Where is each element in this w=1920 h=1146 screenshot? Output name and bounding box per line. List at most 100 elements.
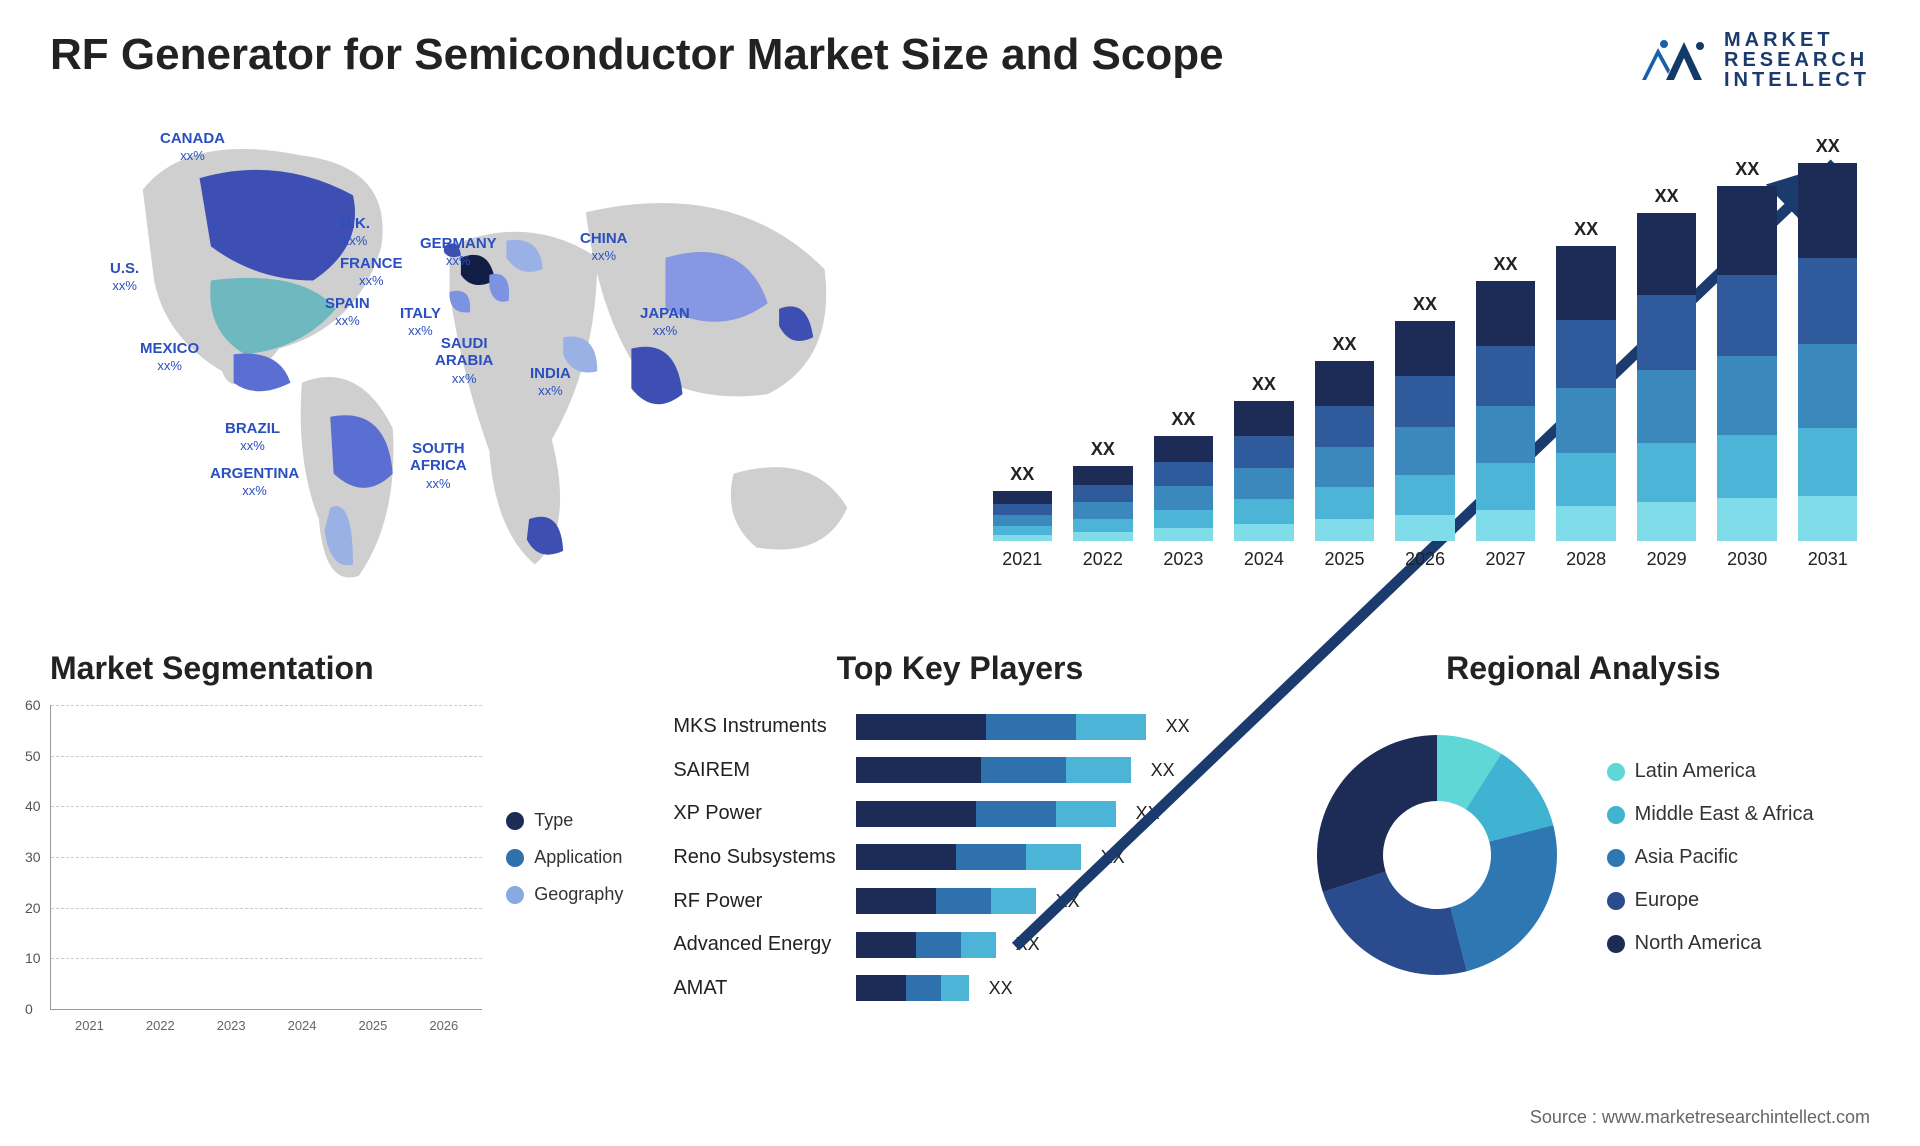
regional-legend-item: North America [1607, 932, 1814, 955]
map-label: U.K.xx% [340, 215, 370, 250]
map-label: INDIAxx% [530, 365, 571, 400]
page-title: RF Generator for Semiconductor Market Si… [50, 30, 1224, 80]
forecast-bar: XX2028 [1550, 219, 1623, 570]
regional-legend-item: Asia Pacific [1607, 846, 1814, 869]
logo-line2: RESEARCH [1724, 50, 1870, 70]
forecast-bar: XX 2026 [1389, 294, 1462, 570]
key-player-name: AMAT [673, 977, 835, 1000]
forecast-chart-panel: XX2021XX2022XX2023XX2024XX2025XX2026XX20… [980, 110, 1870, 610]
regional-title: Regional Analysis [1297, 650, 1870, 687]
segmentation-legend-item: Geography [506, 884, 623, 905]
forecast-bar-value: XX [1010, 464, 1034, 485]
regional-legend-item: Latin America [1607, 760, 1814, 783]
seg-ytick: 40 [25, 798, 41, 814]
regional-legend: Latin America Middle East & Africa Asia Pa… [1607, 760, 1814, 955]
brand-logo: MARKET RESEARCH INTELLECT [1636, 30, 1870, 90]
logo-icon [1636, 30, 1712, 90]
seg-ytick: 60 [25, 697, 41, 713]
forecast-bar-year: 2031 [1808, 549, 1848, 570]
segmentation-title: Market Segmentation [50, 650, 623, 687]
regional-panel: Regional Analysis Latin America Middle Ea… [1297, 650, 1870, 1010]
key-players-names: MKS InstrumentsSAIREMXP PowerReno Subsys… [673, 705, 835, 1010]
key-player-bar: XX [856, 975, 1247, 1001]
key-player-name: RF Power [673, 890, 835, 913]
map-label: BRAZILxx% [225, 420, 280, 455]
forecast-bar: XX 2024 [1228, 374, 1301, 570]
map-label: GERMANYxx% [420, 235, 497, 270]
map-label: CHINAxx% [580, 230, 628, 265]
segmentation-chart: 1020304050600202120222023202420252026 [50, 705, 482, 1010]
forecast-bar-year: 2023 [1163, 549, 1203, 570]
segmentation-year: 2022 [146, 1018, 175, 1033]
key-player-name: Advanced Energy [673, 933, 835, 956]
segmentation-legend: Type Application Geography [506, 705, 623, 1010]
segmentation-year: 2025 [358, 1018, 387, 1033]
forecast-bar: XX 2022 [1067, 439, 1140, 570]
forecast-bar-value: XX [1655, 186, 1679, 207]
segmentation-year: 2023 [217, 1018, 246, 1033]
forecast-bar-year: 2027 [1486, 549, 1526, 570]
forecast-bar-value: XX [1091, 439, 1115, 460]
key-player-bar: XX [856, 757, 1247, 783]
segmentation-legend-item: Type [506, 810, 623, 831]
map-label: SPAINxx% [325, 295, 370, 330]
map-label: MEXICOxx% [140, 340, 199, 375]
map-label: U.S.xx% [110, 260, 139, 295]
forecast-bar: XX 2030 [1711, 159, 1784, 570]
forecast-bar-year: 2024 [1244, 549, 1284, 570]
key-player-bar: XX [856, 714, 1247, 740]
forecast-bar-value: XX [1171, 409, 1195, 430]
seg-ytick: 30 [25, 849, 41, 865]
seg-ytick: 20 [25, 900, 41, 916]
regional-legend-item: Europe [1607, 889, 1814, 912]
source-text: Source : www.marketresearchintellect.com [1530, 1107, 1870, 1128]
map-label: SOUTHAFRICAxx% [410, 440, 467, 492]
logo-line1: MARKET [1724, 30, 1870, 50]
seg-ytick: 10 [25, 950, 41, 966]
segmentation-year: 2026 [429, 1018, 458, 1033]
key-player-bar: XX [856, 932, 1247, 958]
key-player-value: XX [1136, 803, 1160, 824]
key-player-name: SAIREM [673, 759, 835, 782]
key-players-panel: Top Key Players MKS InstrumentsSAIREMXP … [673, 650, 1246, 1010]
forecast-bar-value: XX [1332, 334, 1356, 355]
forecast-bar-value: XX [1735, 159, 1759, 180]
logo-line3: INTELLECT [1724, 70, 1870, 90]
forecast-bar: XX 2025 [1308, 334, 1381, 570]
forecast-bar: XX 2027 [1469, 254, 1542, 570]
map-label: ARGENTINAxx% [210, 465, 299, 500]
regional-donut [1297, 715, 1577, 1000]
segmentation-panel: Market Segmentation 10203040506002021202… [50, 650, 623, 1010]
forecast-bar-value: XX [1413, 294, 1437, 315]
donut-slice [1450, 825, 1557, 971]
key-player-name: MKS Instruments [673, 715, 835, 738]
key-player-value: XX [1101, 847, 1125, 868]
segmentation-year: 2021 [75, 1018, 104, 1033]
map-label: SAUDIARABIAxx% [435, 335, 493, 387]
forecast-bar-year: 2029 [1647, 549, 1687, 570]
donut-slice [1317, 735, 1437, 892]
forecast-bar-year: 2025 [1324, 549, 1364, 570]
forecast-bar-year: 2022 [1083, 549, 1123, 570]
forecast-bar-value: XX [1574, 219, 1598, 240]
key-player-bar: XX [856, 844, 1247, 870]
forecast-bar-value: XX [1252, 374, 1276, 395]
map-label: JAPANxx% [640, 305, 690, 340]
forecast-bar: XX2021 [986, 464, 1059, 570]
key-player-name: Reno Subsystems [673, 846, 835, 869]
forecast-bar-value: XX [1816, 136, 1840, 157]
forecast-bar-year: 2026 [1405, 549, 1445, 570]
world-map-panel: CANADAxx% U.S.xx% MEXICOxx% BRAZILxx% ARGENT… [50, 110, 940, 610]
regional-legend-item: Middle East & Africa [1607, 803, 1814, 826]
map-label: CANADAxx% [160, 130, 225, 165]
forecast-bar: XX 2023 [1147, 409, 1220, 570]
key-player-value: XX [989, 978, 1013, 999]
seg-ytick: 50 [25, 748, 41, 764]
forecast-bar: XX 2029 [1630, 186, 1703, 570]
key-player-value: XX [1166, 716, 1190, 737]
key-player-value: XX [1056, 891, 1080, 912]
key-players-title: Top Key Players [673, 650, 1246, 687]
forecast-bar-year: 2030 [1727, 549, 1767, 570]
segmentation-legend-item: Application [506, 847, 623, 868]
forecast-bar-value: XX [1494, 254, 1518, 275]
